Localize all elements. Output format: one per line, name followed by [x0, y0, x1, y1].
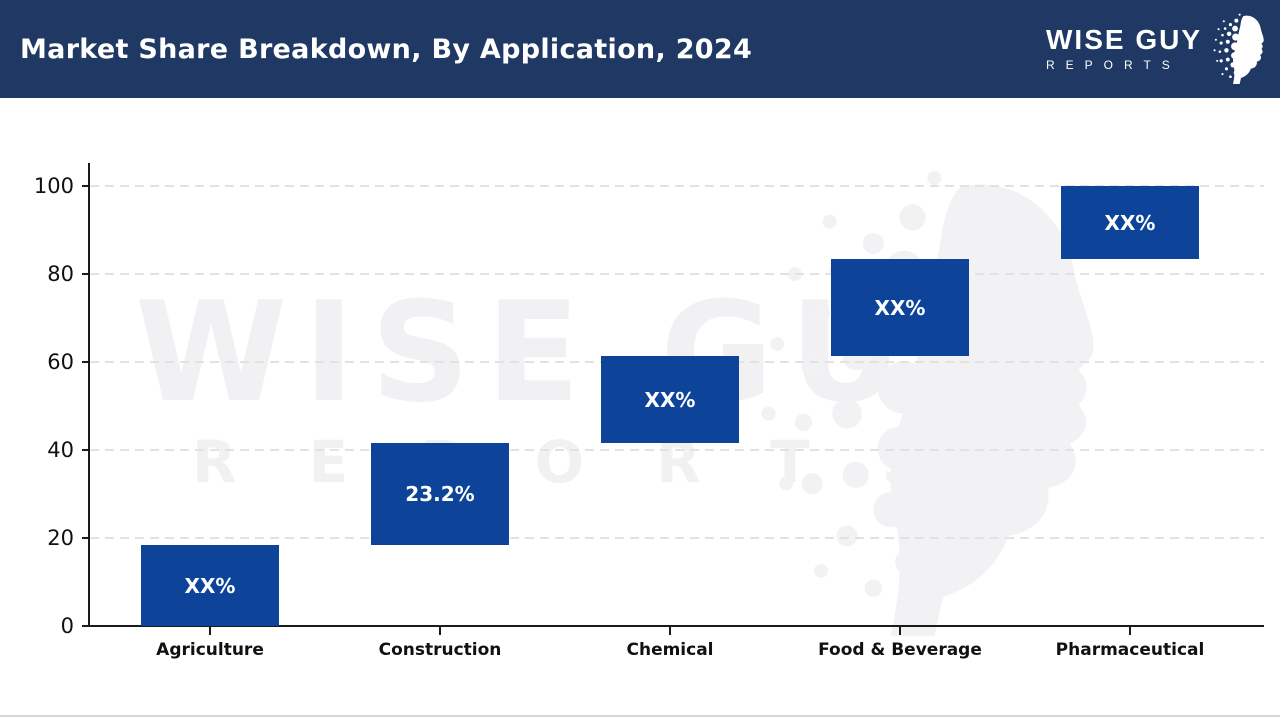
- x-tick: [1129, 627, 1131, 635]
- gridline: [90, 449, 1264, 451]
- wiseguy-logo: WISE GUY REPORTS: [1046, 0, 1272, 98]
- bar-agriculture: XX%: [141, 545, 279, 626]
- bar-food-beverage: XX%: [831, 259, 969, 357]
- x-tick: [439, 627, 441, 635]
- x-axis-line: [88, 625, 1264, 627]
- header-bar: Market Share Breakdown, By Application, …: [0, 0, 1280, 98]
- logo-text: WISE GUY REPORTS: [1046, 25, 1202, 73]
- bar-pharmaceutical: XX%: [1061, 186, 1199, 260]
- y-tick-label: 40: [47, 438, 74, 462]
- x-tick: [899, 627, 901, 635]
- y-tick: [82, 185, 90, 187]
- y-tick-label: 80: [47, 262, 74, 286]
- logo-wordmark: WISE GUY: [1045, 24, 1202, 55]
- y-tick: [82, 361, 90, 363]
- x-axis-label: Agriculture: [156, 640, 264, 660]
- x-tick: [669, 627, 671, 635]
- bar-chemical: XX%: [601, 356, 739, 444]
- bar-construction: 23.2%: [371, 443, 509, 546]
- gridline: [90, 537, 1264, 539]
- watermark-text-line2: REPORTS: [192, 428, 996, 496]
- logo-subtitle: REPORTS: [1045, 58, 1181, 72]
- x-axis-label: Chemical: [626, 640, 714, 660]
- x-tick: [209, 627, 211, 635]
- gridline: [90, 273, 1264, 275]
- y-tick: [82, 537, 90, 539]
- gridline: [90, 185, 1264, 187]
- x-axis-label: Construction: [378, 640, 502, 660]
- y-tick-label: 20: [47, 526, 74, 550]
- y-tick-label: 100: [33, 174, 74, 198]
- bottom-border: [0, 715, 1280, 717]
- y-tick: [82, 273, 90, 275]
- y-tick: [82, 449, 90, 451]
- x-axis-label: Pharmaceutical: [1055, 640, 1205, 660]
- y-tick: [82, 625, 90, 627]
- y-axis-line: [88, 163, 90, 627]
- y-tick-label: 60: [47, 350, 74, 374]
- x-axis-label: Food & Beverage: [818, 640, 982, 660]
- chart-title: Market Share Breakdown, By Application, …: [20, 33, 753, 65]
- y-tick-label: 0: [60, 614, 74, 638]
